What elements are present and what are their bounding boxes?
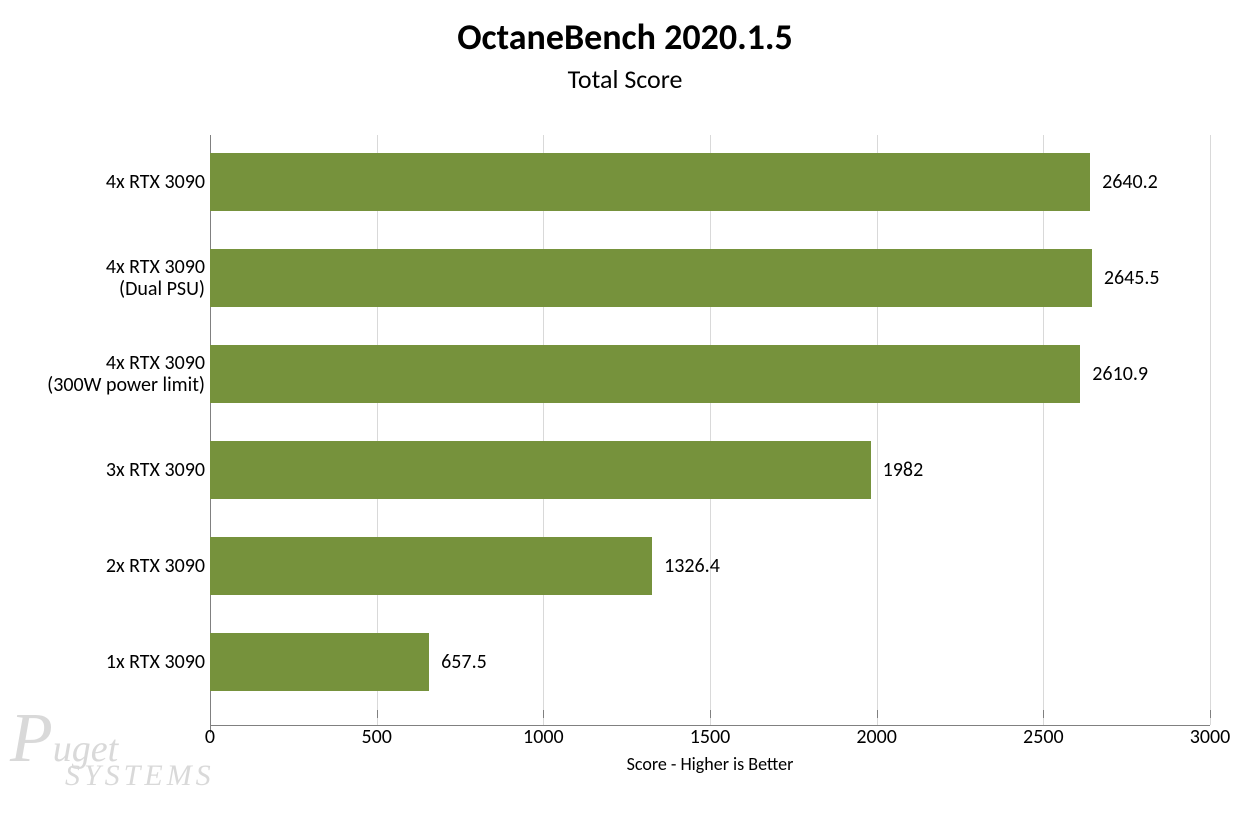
plot-area: 4x RTX 30902640.2 4x RTX 3090(Dual PSU)26…: [210, 135, 1210, 715]
tick-mark: [710, 710, 711, 718]
bar-row: 3x RTX 30901982: [210, 441, 1210, 499]
bar-row: 4x RTX 30902640.2: [210, 153, 1210, 211]
tick-mark: [210, 710, 211, 718]
x-tick-label: 1500: [690, 725, 731, 749]
watermark-subword: SYSTEMS: [65, 763, 215, 789]
chart-subtitle: Total Score: [0, 63, 1250, 95]
bar-value: 1326.4: [664, 554, 720, 578]
watermark-initial: P: [10, 700, 53, 777]
gridline: [1210, 135, 1211, 725]
bar-label: 2x RTX 3090: [5, 555, 205, 577]
bar: [210, 153, 1090, 211]
bar-row: 2x RTX 30901326.4: [210, 537, 1210, 595]
x-tick-label: 2000: [856, 725, 897, 749]
bar-row: 1x RTX 3090657.5: [210, 633, 1210, 691]
chart-container: OctaneBench 2020.1.5 Total Score 4x RTX …: [0, 15, 1250, 818]
bar: [210, 345, 1080, 403]
bar-label: 3x RTX 3090: [5, 459, 205, 481]
tick-mark: [1210, 710, 1211, 718]
tick-mark: [1043, 710, 1044, 718]
bar-label: 1x RTX 3090: [5, 651, 205, 673]
bar: [210, 249, 1092, 307]
chart-title: OctaneBench 2020.1.5: [0, 15, 1250, 59]
x-tick-label: 2500: [1023, 725, 1064, 749]
bar-row: 4x RTX 3090(300W power limit)2610.9: [210, 345, 1210, 403]
bar-label: 4x RTX 3090(300W power limit): [5, 352, 205, 396]
x-tick-label: 3000: [1190, 725, 1231, 749]
bar: [210, 441, 871, 499]
x-tick-label: 500: [361, 725, 391, 749]
x-axis: 300025002000150010005000 Score - Higher …: [210, 725, 1210, 775]
bar: [210, 537, 652, 595]
bar-value: 2610.9: [1092, 362, 1148, 386]
bar-value: 1982: [883, 458, 924, 482]
bar: [210, 633, 429, 691]
watermark-logo: Puget SYSTEMS: [10, 709, 215, 788]
bar-value: 2640.2: [1102, 170, 1158, 194]
x-tick-label: 1000: [523, 725, 564, 749]
bar-row: 4x RTX 3090(Dual PSU)2645.5: [210, 249, 1210, 307]
bar-label: 4x RTX 3090(Dual PSU): [5, 256, 205, 300]
bar-value: 657.5: [441, 650, 487, 674]
x-axis-label: Score - Higher is Better: [210, 753, 1210, 775]
tick-mark: [377, 710, 378, 718]
bar-value: 2645.5: [1104, 266, 1160, 290]
bar-label: 4x RTX 3090: [5, 171, 205, 193]
tick-mark: [877, 710, 878, 718]
tick-mark: [543, 710, 544, 718]
